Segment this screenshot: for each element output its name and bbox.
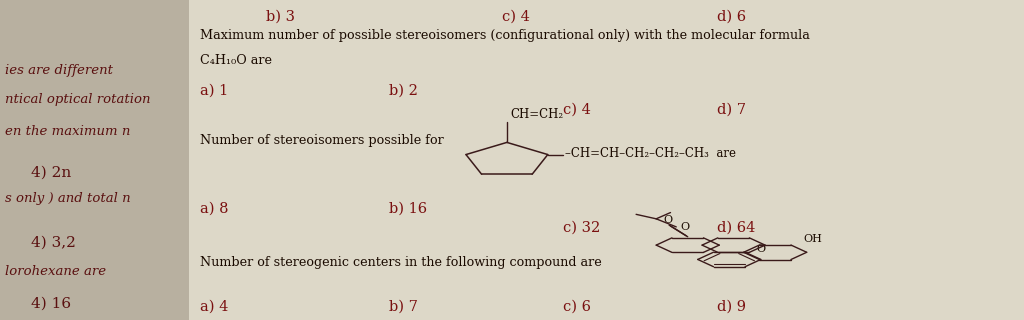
- Text: c) 4: c) 4: [502, 10, 529, 24]
- Text: ies are different: ies are different: [5, 64, 113, 77]
- Text: d) 9: d) 9: [717, 300, 745, 314]
- Text: b) 16: b) 16: [389, 202, 427, 216]
- Text: c) 32: c) 32: [563, 221, 600, 235]
- Text: O: O: [756, 244, 765, 254]
- Text: 4) 2n: 4) 2n: [31, 165, 71, 179]
- Text: s only ) and total n: s only ) and total n: [5, 192, 131, 205]
- Text: a) 8: a) 8: [200, 202, 228, 216]
- Text: c) 6: c) 6: [563, 300, 591, 314]
- Text: –CH=CH–CH₂–CH₂–CH₃  are: –CH=CH–CH₂–CH₂–CH₃ are: [565, 147, 736, 160]
- Text: d) 64: d) 64: [717, 221, 755, 235]
- Text: a) 1: a) 1: [200, 83, 228, 97]
- Text: en the maximum n: en the maximum n: [5, 124, 130, 138]
- Text: O: O: [664, 215, 672, 225]
- Text: Number of stereogenic centers in the following compound are: Number of stereogenic centers in the fol…: [200, 256, 601, 269]
- Text: a) 4: a) 4: [200, 300, 228, 314]
- Text: Maximum number of possible stereoisomers (configurational only) with the molecul: Maximum number of possible stereoisomers…: [200, 29, 810, 42]
- Text: C₄H₁₀O are: C₄H₁₀O are: [200, 54, 271, 68]
- Text: ntical optical rotation: ntical optical rotation: [5, 92, 151, 106]
- Text: b) 7: b) 7: [389, 300, 418, 314]
- Text: CH=CH₂: CH=CH₂: [510, 108, 563, 121]
- Text: b) 2: b) 2: [389, 83, 418, 97]
- Text: O: O: [680, 222, 689, 232]
- Text: d) 7: d) 7: [717, 102, 745, 116]
- FancyBboxPatch shape: [0, 0, 189, 320]
- Text: 4) 3,2: 4) 3,2: [31, 236, 76, 250]
- Text: OH: OH: [804, 234, 822, 244]
- Text: c) 4: c) 4: [563, 102, 591, 116]
- Text: lorohexane are: lorohexane are: [5, 265, 106, 278]
- Text: d) 6: d) 6: [717, 10, 745, 24]
- Text: b) 3: b) 3: [266, 10, 295, 24]
- Text: 4) 16: 4) 16: [31, 296, 71, 310]
- Text: Number of stereoisomers possible for: Number of stereoisomers possible for: [200, 134, 443, 148]
